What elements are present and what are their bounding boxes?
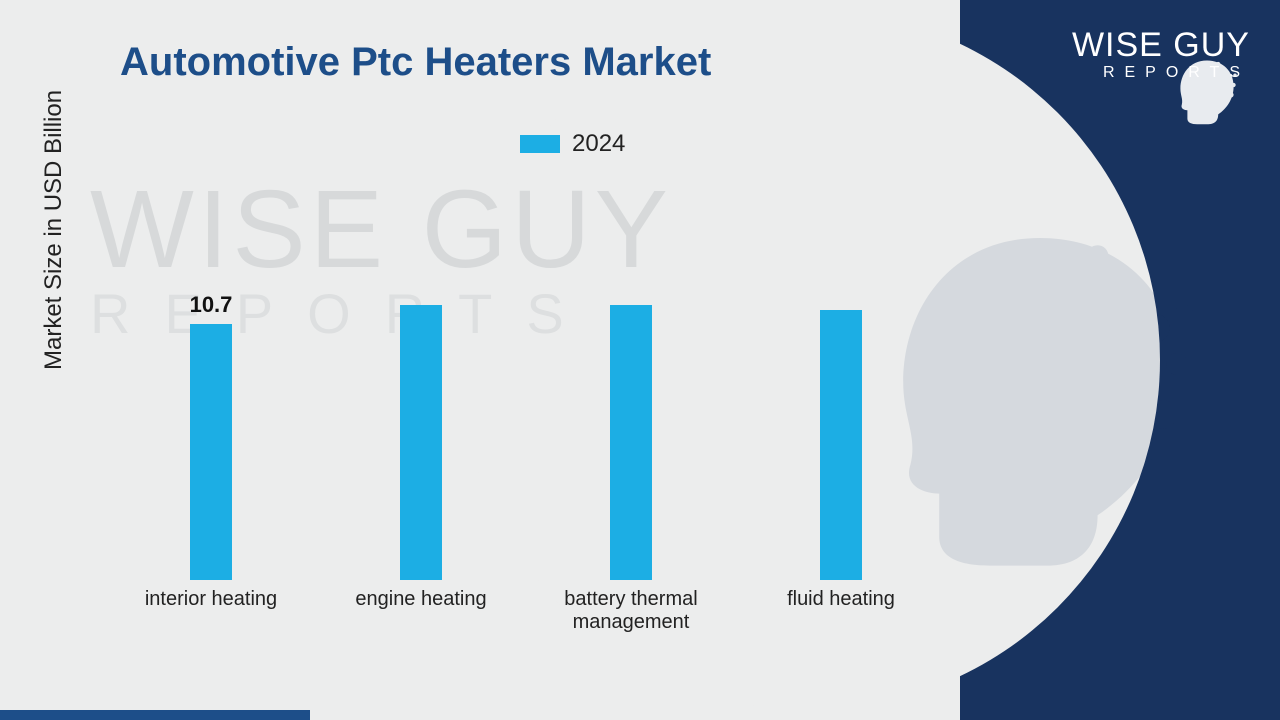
category-label: fluid heating [761,588,921,611]
bar [400,305,442,580]
chart-area: WISE GUY REPORTS Automotive Ptc Heaters … [0,0,1280,720]
bottom-accent-bar [0,710,310,720]
bar [820,310,862,580]
chart-title: Automotive Ptc Heaters Market [120,40,711,85]
category-label: interior heating [131,588,291,611]
bar [190,324,232,580]
category-label: engine heating [341,588,501,611]
plot-region: 10.7interior heatingengine heatingbatter… [120,150,960,580]
category-label: battery thermal management [551,588,711,634]
bar-value-label: 10.7 [171,292,251,318]
brand-head-icon [1172,52,1242,132]
bar [610,305,652,580]
y-axis-label: Market Size in USD Billion [40,90,68,370]
brand-logo: WISE GUY REPORTS [990,28,1250,82]
stage: WISE GUY REPORTS Automotive Ptc Heaters … [0,0,1280,720]
